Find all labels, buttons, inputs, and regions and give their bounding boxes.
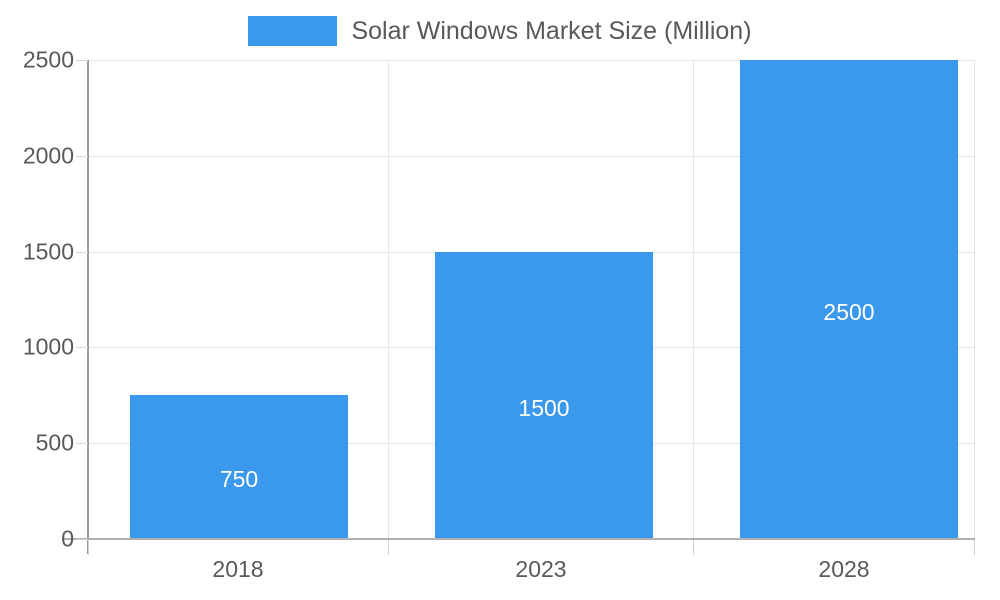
- legend-color-swatch-icon: [248, 16, 338, 46]
- bar-value-label-2023: 1500: [518, 395, 570, 421]
- y-axis-tick-label-0: 0: [61, 525, 74, 552]
- gridline-x-separator-2: [693, 60, 694, 539]
- y-axis-tick-label-500: 500: [35, 429, 74, 456]
- bar-value-label-2028: 2500: [823, 299, 875, 325]
- x-axis-tick-label-2023: 2023: [515, 556, 567, 582]
- y-tick-mark-500: [76, 443, 88, 444]
- x-tick-mark-separator-2: [693, 540, 694, 555]
- x-tick-mark-right-edge: [974, 540, 975, 555]
- y-tick-mark-1000: [76, 347, 88, 348]
- y-tick-mark-0: [76, 539, 88, 540]
- y-axis-tick-label-2000: 2000: [22, 142, 74, 169]
- gridline-y-2000: [88, 156, 975, 157]
- y-axis-tick-label-1500: 1500: [22, 238, 74, 265]
- x-axis-tick-label-2018: 2018: [212, 556, 264, 582]
- gridline-y-2500: [88, 60, 975, 61]
- x-tick-mark-separator-1: [388, 540, 389, 555]
- y-axis-tick-label-1000: 1000: [22, 333, 74, 360]
- y-tick-mark-1500: [76, 252, 88, 253]
- bar-value-label-2018: 750: [219, 466, 259, 492]
- bar-2023[interactable]: [435, 251, 653, 539]
- x-axis-line: [62, 538, 975, 540]
- bar-2018[interactable]: [130, 395, 348, 539]
- chart-legend: Solar Windows Market Size (Million): [0, 14, 1000, 48]
- legend-label: Solar Windows Market Size (Million): [351, 16, 752, 45]
- y-tick-mark-2500: [76, 60, 88, 61]
- bar-2028[interactable]: [740, 60, 958, 539]
- legend-item-solar-windows-market-size[interactable]: Solar Windows Market Size (Million): [248, 16, 752, 46]
- y-tick-mark-2000: [76, 156, 88, 157]
- x-tick-mark-left-edge: [88, 540, 89, 555]
- y-axis-tick-label-2500: 2500: [22, 46, 74, 73]
- gridline-x-plot-right-edge: [974, 60, 975, 539]
- y-axis-line: [87, 60, 89, 554]
- plot-area: 750 1500 2500: [88, 60, 975, 540]
- gridline-x-separator-1: [388, 60, 389, 539]
- x-axis-tick-label-2028: 2028: [818, 556, 870, 582]
